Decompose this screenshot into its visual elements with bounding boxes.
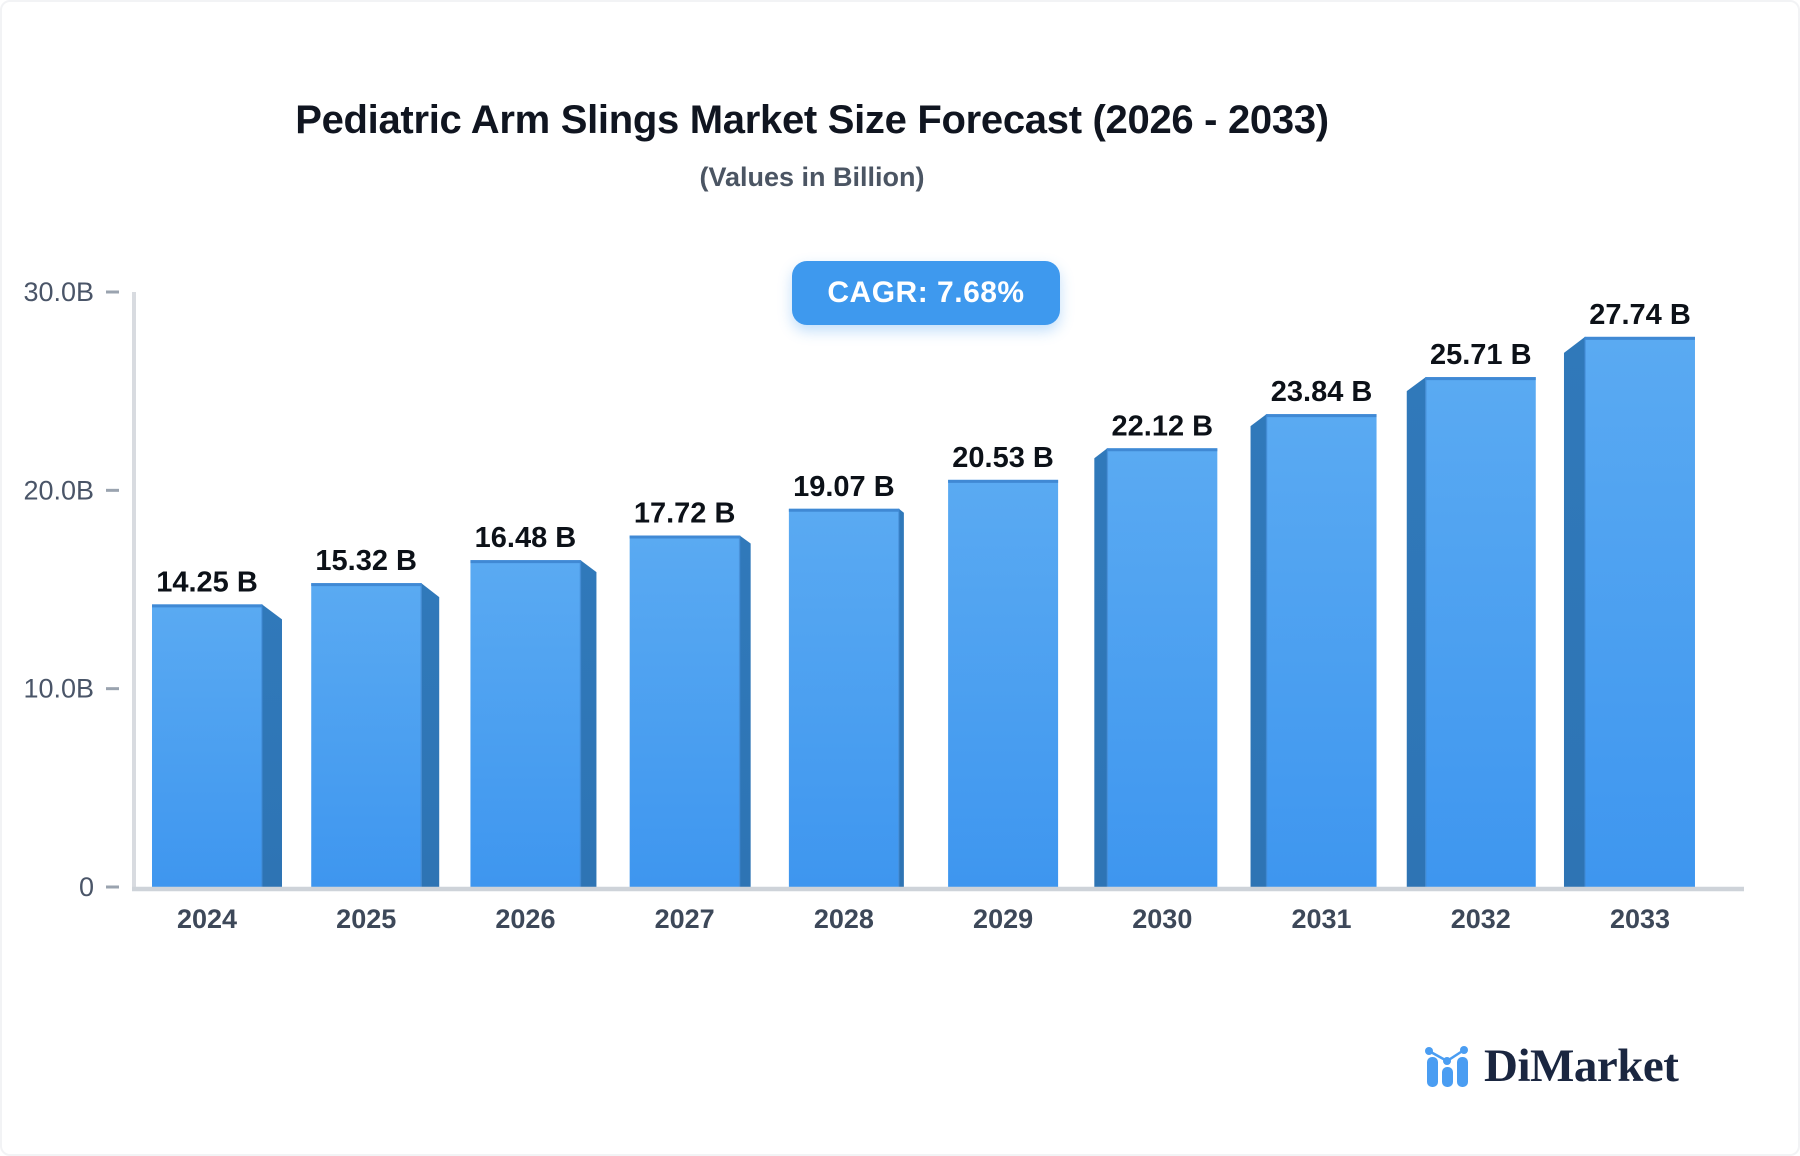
bar-value-label: 16.48 B xyxy=(475,522,577,554)
bar-side-face xyxy=(262,604,282,887)
dimarket-logo: DiMarket xyxy=(1424,1040,1679,1092)
logo-bar xyxy=(1442,1067,1453,1087)
y-tick-label: 20.0B xyxy=(23,475,94,505)
logo-text: DiMarket xyxy=(1484,1040,1679,1092)
x-axis-label: 2024 xyxy=(177,904,237,934)
bar-value-label: 17.72 B xyxy=(634,498,736,530)
x-axis-label: 2026 xyxy=(495,904,555,934)
y-tick-label: 30.0B xyxy=(23,277,94,307)
chart-title: Pediatric Arm Slings Market Size Forecas… xyxy=(295,98,1329,142)
bar-2033[interactable]: 27.74 B 2033 xyxy=(1563,299,1695,934)
bar-front-face xyxy=(1107,448,1218,887)
bar-side-face xyxy=(898,508,904,887)
bar-front-face xyxy=(948,479,1059,887)
bar-value-label: 27.74 B xyxy=(1589,299,1691,331)
bar-value-label: 19.07 B xyxy=(793,471,895,503)
x-axis-label: 2029 xyxy=(973,904,1033,934)
bar-side-face xyxy=(580,560,597,887)
bar-side-face xyxy=(1094,448,1108,887)
bar-side-face xyxy=(1250,414,1267,887)
bar-front-face xyxy=(311,583,422,887)
x-axis-label: 2025 xyxy=(336,904,396,934)
bar-value-label: 20.53 B xyxy=(952,442,1054,474)
bar-2030[interactable]: 22.12 B 2030 xyxy=(1094,410,1218,934)
bar-front-face xyxy=(1266,414,1377,887)
x-axis-label: 2028 xyxy=(814,904,874,934)
bar-front-face xyxy=(788,508,899,887)
bar-2031[interactable]: 23.84 B 2031 xyxy=(1250,376,1377,934)
bar-front-face xyxy=(1425,377,1536,887)
logo-dot xyxy=(1443,1057,1451,1065)
bar-2026[interactable]: 16.48 B 2026 xyxy=(470,522,597,934)
bar-side-face xyxy=(1406,377,1426,887)
bar-2029[interactable]: 20.53 B 2029 xyxy=(948,442,1059,934)
logo-bars-icon xyxy=(1425,1046,1468,1087)
x-axis-label: 2027 xyxy=(655,904,715,934)
x-axis-label: 2031 xyxy=(1292,904,1352,934)
x-axis-label: 2033 xyxy=(1610,904,1670,934)
bar-value-label: 22.12 B xyxy=(1112,410,1214,442)
bar-2024[interactable]: 14.25 B 2024 xyxy=(152,566,282,934)
x-axis-label: 2030 xyxy=(1132,904,1192,934)
bar-value-label: 14.25 B xyxy=(156,566,258,598)
x-axis-label: 2032 xyxy=(1451,904,1511,934)
bar-2028[interactable]: 19.07 B 2028 xyxy=(788,471,904,934)
bar-side-face xyxy=(1563,336,1585,887)
bar-front-face xyxy=(629,535,740,887)
logo-bar xyxy=(1457,1057,1468,1087)
bar-front-face xyxy=(1584,336,1695,887)
logo-dot xyxy=(1460,1046,1468,1054)
logo-bar xyxy=(1427,1057,1438,1087)
bar-front-face xyxy=(152,604,262,887)
bar-value-label: 25.71 B xyxy=(1430,339,1532,371)
y-tick-label: 0 xyxy=(79,872,94,902)
bar-front-face xyxy=(470,560,581,887)
bar-side-face xyxy=(421,583,440,887)
bar-value-label: 23.84 B xyxy=(1271,376,1373,408)
bar-value-label: 15.32 B xyxy=(315,545,417,577)
logo-dot xyxy=(1425,1047,1433,1055)
cagr-badge: CAGR: 7.68% xyxy=(792,261,1060,325)
y-tick-label: 10.0B xyxy=(23,674,94,704)
bar-2025[interactable]: 15.32 B 2025 xyxy=(311,545,440,934)
chart-subtitle: (Values in Billion) xyxy=(699,162,925,192)
bar-2027[interactable]: 17.72 B 2027 xyxy=(629,498,751,934)
bar-side-face xyxy=(739,535,751,887)
bar-2032[interactable]: 25.71 B 2032 xyxy=(1406,339,1536,934)
